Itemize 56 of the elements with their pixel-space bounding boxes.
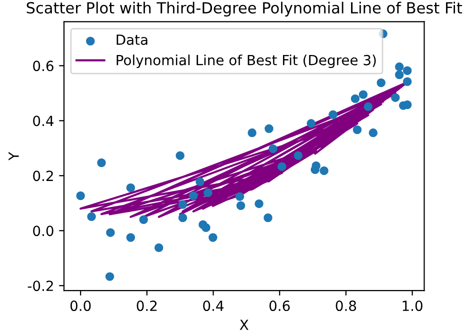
x-tick-label: 0.6 — [269, 300, 290, 312]
point — [364, 102, 373, 112]
x-tick-label: 1.0 — [402, 300, 422, 312]
point — [139, 215, 148, 224]
legend-label: Data — [116, 34, 148, 45]
y-axis-title: Y — [8, 152, 19, 160]
point — [248, 128, 256, 138]
point — [394, 62, 404, 72]
point — [306, 119, 316, 128]
point — [178, 213, 188, 222]
point — [352, 125, 362, 134]
point — [358, 90, 368, 99]
point — [202, 223, 210, 232]
point — [350, 94, 360, 104]
x-tick-label: 0.0 — [70, 300, 91, 312]
point — [264, 124, 274, 134]
point — [236, 201, 246, 210]
x-tick-label: 0.2 — [136, 300, 157, 312]
point — [178, 200, 188, 209]
point — [126, 183, 136, 192]
point — [376, 78, 386, 88]
point — [204, 188, 212, 198]
point — [394, 70, 404, 80]
legend-label: Polynomial Line of Best Fit (Degree 3) — [116, 54, 376, 68]
point — [154, 243, 164, 252]
point — [278, 162, 286, 171]
point — [402, 66, 412, 76]
point — [176, 151, 184, 160]
point — [268, 144, 278, 154]
point — [254, 199, 264, 208]
chart-title: Scatter Plot with Third-Degree Polynomial Line of Best Fit — [26, 2, 462, 17]
y-tick-label: -0.2 — [28, 280, 53, 292]
y-tick-label: 0.2 — [33, 170, 53, 182]
y-tick-label: 0.4 — [33, 116, 54, 126]
point — [294, 151, 303, 160]
point — [87, 212, 96, 221]
y-tick-label: 0.0 — [33, 226, 54, 236]
point — [328, 110, 338, 119]
point — [235, 192, 244, 201]
x-tick-label: 0.4 — [203, 300, 224, 312]
point — [188, 191, 198, 200]
point — [97, 158, 106, 168]
x-axis-title: X — [240, 320, 248, 330]
point — [368, 128, 378, 138]
point — [76, 191, 85, 200]
point — [126, 233, 136, 242]
point — [402, 77, 412, 86]
point — [320, 166, 328, 176]
x-tick-label: 0.8 — [336, 300, 356, 312]
point — [196, 177, 204, 186]
point — [105, 272, 114, 281]
point — [106, 228, 115, 237]
y-tick-label: 0.6 — [33, 60, 54, 72]
point — [391, 93, 400, 102]
point — [208, 233, 218, 242]
point — [264, 213, 272, 222]
